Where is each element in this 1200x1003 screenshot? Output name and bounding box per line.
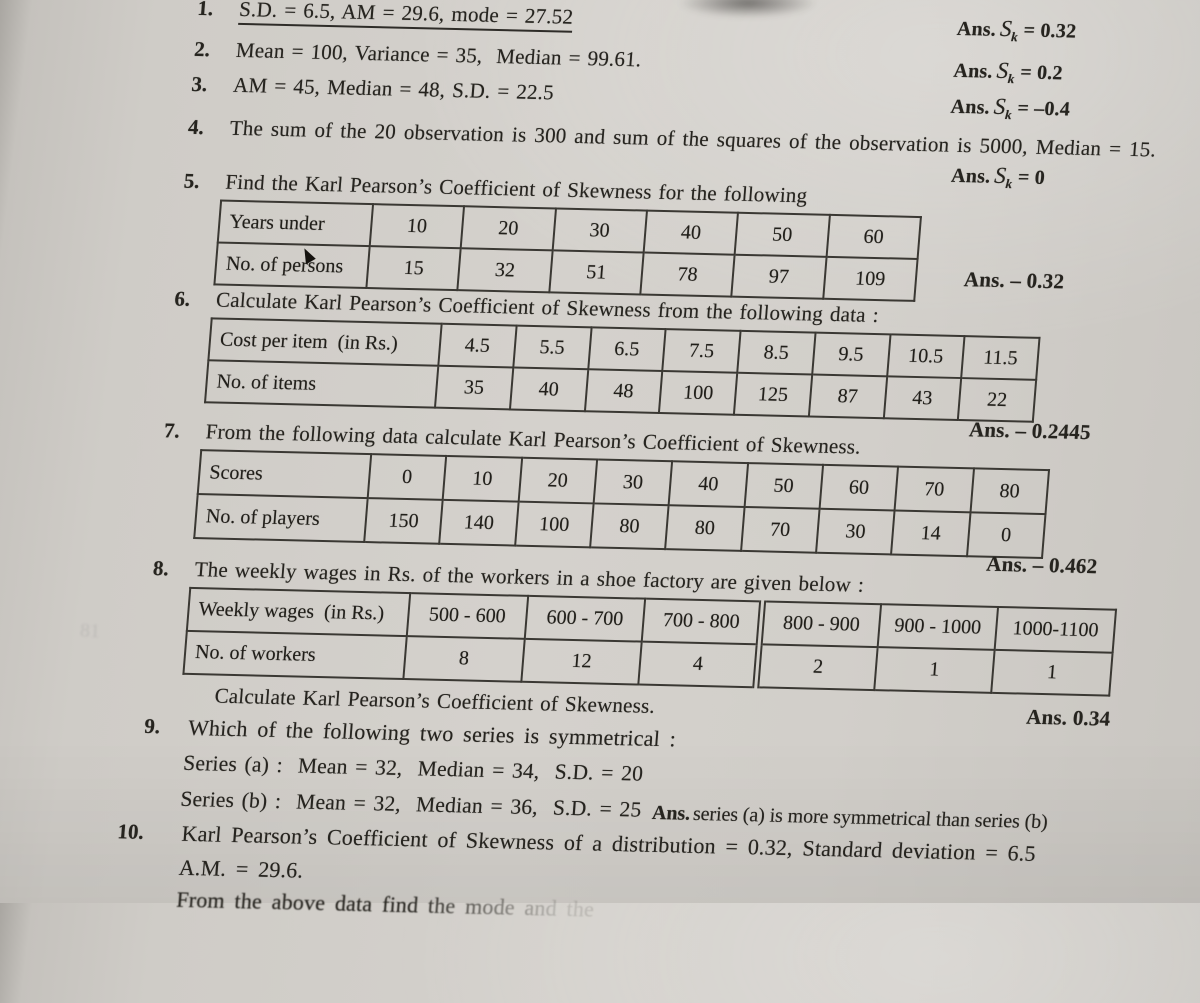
data-cell: 78	[640, 253, 735, 297]
answer-2-value: = 0.2	[1019, 61, 1063, 84]
answer-9-label: Ans.	[651, 802, 691, 825]
data-cell: 50	[744, 463, 823, 509]
data-cell: 32	[458, 248, 553, 292]
row-label-cell: No. of persons	[214, 242, 369, 288]
data-cell: 80	[970, 468, 1049, 514]
data-cell: 5.5	[513, 326, 591, 370]
data-cell: 109	[823, 257, 918, 301]
data-cell: 10	[443, 456, 522, 502]
data-cell: 20	[518, 458, 597, 504]
answer-1: Ans.Sk = 0.32	[956, 15, 1078, 47]
answer-1-label: Ans.	[956, 18, 997, 41]
row-label-cell: Weekly wages (in Rs.)	[187, 588, 410, 636]
data-cell: 0	[368, 454, 447, 500]
item-9-number: 9.	[107, 713, 161, 739]
data-cell: 40	[669, 461, 748, 507]
data-cell: 8.5	[737, 331, 815, 375]
item-5-number: 5.	[147, 168, 201, 194]
data-cell: 30	[552, 208, 647, 252]
data-cell: 900 - 1000	[877, 604, 998, 650]
data-cell: 50	[735, 213, 830, 257]
data-cell: 15	[366, 246, 461, 290]
item-3-number: 3.	[154, 71, 208, 97]
data-cell: 60	[820, 465, 899, 511]
answer-2-subscript: k	[1007, 71, 1015, 86]
answer-9-text: series (a) is more symmetrical than seri…	[692, 803, 1048, 833]
answer-3: Ans.Sk = –0.4	[950, 93, 1072, 125]
data-cell: 4.5	[438, 324, 516, 368]
data-cell: 2	[756, 644, 877, 690]
data-cell: 8	[403, 636, 524, 682]
answer-2: Ans.Sk = 0.2	[952, 57, 1063, 89]
answer-3-subscript: k	[1004, 107, 1012, 122]
answer-8: Ans. 0.34	[1025, 705, 1111, 732]
data-cell: 1000-1100	[995, 607, 1116, 653]
answer-1-subscript: k	[1011, 29, 1019, 44]
item-10-number: 10.	[91, 819, 145, 845]
data-cell: 1	[991, 650, 1112, 696]
data-cell: 97	[732, 255, 827, 299]
data-cell: 12	[521, 639, 642, 685]
row-label-cell: No. of workers	[183, 631, 406, 679]
data-cell: 500 - 600	[407, 593, 528, 639]
item-7-number: 7.	[127, 417, 181, 443]
data-cell: 11.5	[961, 336, 1039, 380]
data-cell: 4	[639, 642, 760, 688]
item-2-number: 2.	[157, 36, 211, 62]
data-cell: 9.5	[812, 333, 890, 377]
answer-9: Ans.series (a) is more symmetrical than …	[651, 802, 1048, 834]
item-4-number: 4.	[151, 114, 205, 140]
item-1-number: 1.	[160, 0, 214, 21]
data-cell: 70	[895, 467, 974, 513]
data-cell: 7.5	[663, 329, 741, 373]
data-cell: 800 - 900	[760, 601, 881, 647]
answer-3-value: = –0.4	[1017, 97, 1071, 120]
row-label-cell: Years under	[218, 201, 373, 247]
data-cell: 6.5	[588, 327, 666, 371]
answer-4-label: Ans.	[950, 165, 991, 188]
row-label-cell: Scores	[198, 450, 371, 498]
data-cell: 1	[874, 647, 995, 693]
row-label-cell: Cost per item (in Rs.)	[208, 318, 441, 365]
data-cell: 20	[461, 206, 556, 250]
photo-of-textbook-page: 8 1 1. S.D. = 6.5, AM = 29.6, mode = 27.5…	[0, 0, 1200, 903]
data-cell: 700 - 800	[642, 599, 763, 645]
item-8-number: 8.	[116, 555, 170, 581]
data-cell: 600 - 700	[524, 596, 645, 642]
data-cell: 40	[644, 211, 739, 255]
answer-4-value: = 0	[1017, 166, 1046, 189]
item-6-number: 6.	[137, 286, 191, 312]
answer-1-value: = 0.32	[1023, 19, 1077, 42]
data-cell: 51	[549, 250, 644, 294]
item-2-text: Mean = 100, Variance = 35, Median = 99.6…	[235, 38, 642, 73]
data-cell: 10.5	[887, 334, 965, 378]
answer-3-label: Ans.	[950, 96, 991, 119]
item-1-text: S.D. = 6.5, AM = 29.6, mode = 27.52	[238, 0, 574, 33]
data-cell: 30	[594, 459, 673, 505]
answer-5: Ans. – 0.32	[963, 267, 1065, 294]
answer-2-label: Ans.	[953, 60, 994, 83]
data-cell: 60	[826, 215, 921, 259]
item-8-followup-text: Calculate Karl Pearson’s Coefficient of …	[214, 684, 656, 719]
item-10-line2: A.M. = 29.6.	[178, 855, 304, 884]
data-cell: 10	[370, 204, 465, 248]
